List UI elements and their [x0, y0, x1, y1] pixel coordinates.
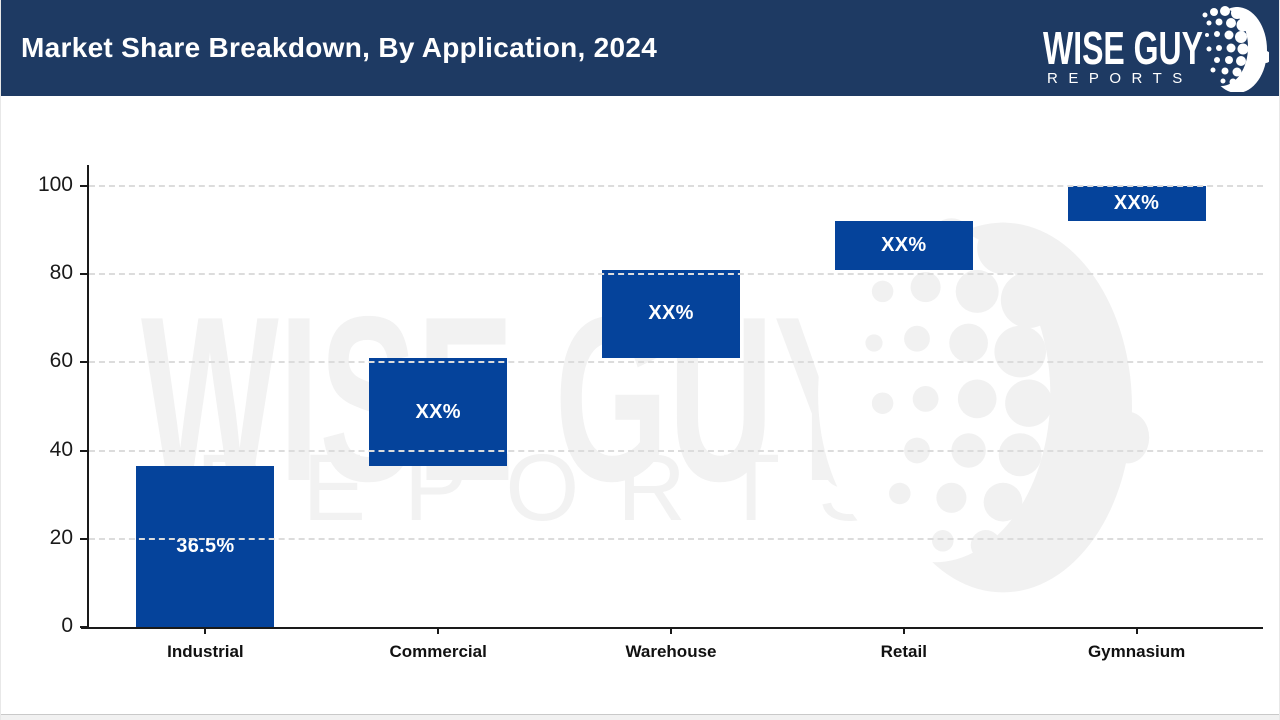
face-dot — [998, 433, 1042, 477]
face-dot — [983, 482, 1023, 522]
wiseguy-logo: WISE GUY REPORTS — [1043, 6, 1269, 92]
x-label-warehouse: Warehouse — [625, 642, 717, 661]
x-axis-tick — [204, 627, 207, 634]
face-dot — [1220, 6, 1230, 16]
face-dot — [1206, 46, 1212, 52]
face-dot — [1210, 67, 1216, 73]
face-dot — [1206, 20, 1212, 26]
face-dot — [1221, 67, 1229, 75]
face-dot — [1237, 43, 1249, 55]
bar-industrial: 36.5% — [136, 466, 275, 627]
face-dot — [970, 530, 1001, 561]
bar-value-label: 36.5% — [176, 535, 235, 557]
x-axis-tick — [1135, 627, 1138, 634]
face-dot — [1214, 31, 1220, 37]
face-dot — [1229, 78, 1237, 86]
face-dot — [1231, 7, 1243, 19]
face-dot — [1238, 84, 1244, 90]
y-axis-tick — [80, 449, 89, 452]
y-tick-label: 80 — [49, 261, 73, 285]
bar-value-label: XX% — [415, 400, 461, 423]
watermark-subtext: REPORTS — [196, 435, 920, 541]
gridline — [89, 361, 1263, 364]
face-dot — [1000, 272, 1057, 328]
bar-retail: XX% — [834, 221, 973, 270]
y-tick-label: 40 — [49, 437, 73, 461]
x-axis-tick — [437, 627, 440, 634]
gridline — [89, 537, 1263, 540]
plot: 0 20 40 60 80 100 36.5% Industrial XX% Commercial… — [1, 96, 1279, 720]
page-bottom-border — [1, 714, 1279, 720]
face-dot — [1232, 67, 1242, 77]
face-dot — [865, 334, 883, 352]
face-dot — [1215, 18, 1223, 26]
face-dot — [889, 482, 911, 505]
x-label-commercial: Commercial — [389, 642, 487, 661]
face-dot — [957, 379, 997, 419]
x-axis-tick — [670, 627, 672, 634]
face-dot — [1225, 56, 1233, 64]
y-tick-label: 100 — [37, 173, 73, 196]
face-dot — [1202, 12, 1208, 18]
bar-value-label: XX% — [1113, 192, 1160, 215]
bar-warehouse: XX% — [602, 269, 740, 358]
y-tick-label: 60 — [49, 349, 73, 373]
y-axis-tick — [80, 361, 89, 364]
face-dot — [1224, 30, 1234, 40]
face-dot — [955, 269, 999, 313]
face-dot — [949, 323, 988, 363]
y-tick-label: 20 — [49, 525, 73, 549]
bar-value-label: XX% — [881, 234, 927, 257]
face-dot — [1005, 379, 1053, 427]
header-bar: Market Share Breakdown, By Application, … — [1, 0, 1279, 96]
bar-value-label: XX% — [648, 302, 694, 325]
face-dot — [977, 222, 1029, 275]
y-axis-tick — [80, 537, 89, 540]
face-dot — [912, 386, 939, 412]
chart-area: WISE GUY REPORTS 0 20 40 60 80 100 36.5% Indust… — [1, 96, 1279, 720]
x-label-gymnasium: Gymnasium — [1087, 642, 1186, 661]
chart-title: Market Share Breakdown, By Application, … — [21, 32, 658, 63]
watermark: WISE GUY REPORTS — [141, 218, 1150, 593]
gridline — [89, 449, 1263, 452]
face-dot — [1236, 56, 1246, 66]
face-dot — [1007, 553, 1034, 580]
y-axis-line — [87, 165, 89, 629]
face-dot — [1220, 78, 1226, 84]
bar-commercial: XX% — [369, 357, 508, 467]
face-dot — [1236, 18, 1250, 32]
x-label-retail: Retail — [880, 642, 927, 661]
face-dot — [910, 272, 941, 303]
gridline — [89, 185, 1263, 187]
gridline — [89, 273, 1263, 276]
face-dot — [871, 280, 894, 303]
y-axis-tick — [80, 185, 89, 187]
logo-subtext: REPORTS — [1047, 70, 1193, 87]
bar-gymnasium: XX% — [1067, 186, 1206, 222]
face-dot — [1226, 18, 1236, 28]
y-axis-tick — [80, 273, 89, 276]
x-label-industrial: Industrial — [167, 642, 244, 661]
face-dot — [1210, 8, 1218, 16]
logo-face-icon — [1194, 6, 1269, 92]
face-dot — [932, 530, 954, 552]
face-dot — [871, 392, 894, 414]
x-axis-line — [81, 627, 1263, 629]
y-tick-label: 0 — [61, 614, 73, 637]
face-dot — [1214, 57, 1220, 63]
face-dot — [994, 325, 1046, 378]
face-dot — [1205, 33, 1209, 37]
watermark-face-icon — [818, 218, 1150, 593]
face-dot — [904, 325, 930, 352]
face-dot — [1235, 31, 1247, 43]
face-dot — [1216, 45, 1222, 51]
face-dot — [936, 482, 967, 513]
x-axis-tick — [902, 627, 905, 634]
face-dot — [1226, 43, 1236, 53]
logo-wordmark: WISE GUY — [1043, 22, 1203, 74]
